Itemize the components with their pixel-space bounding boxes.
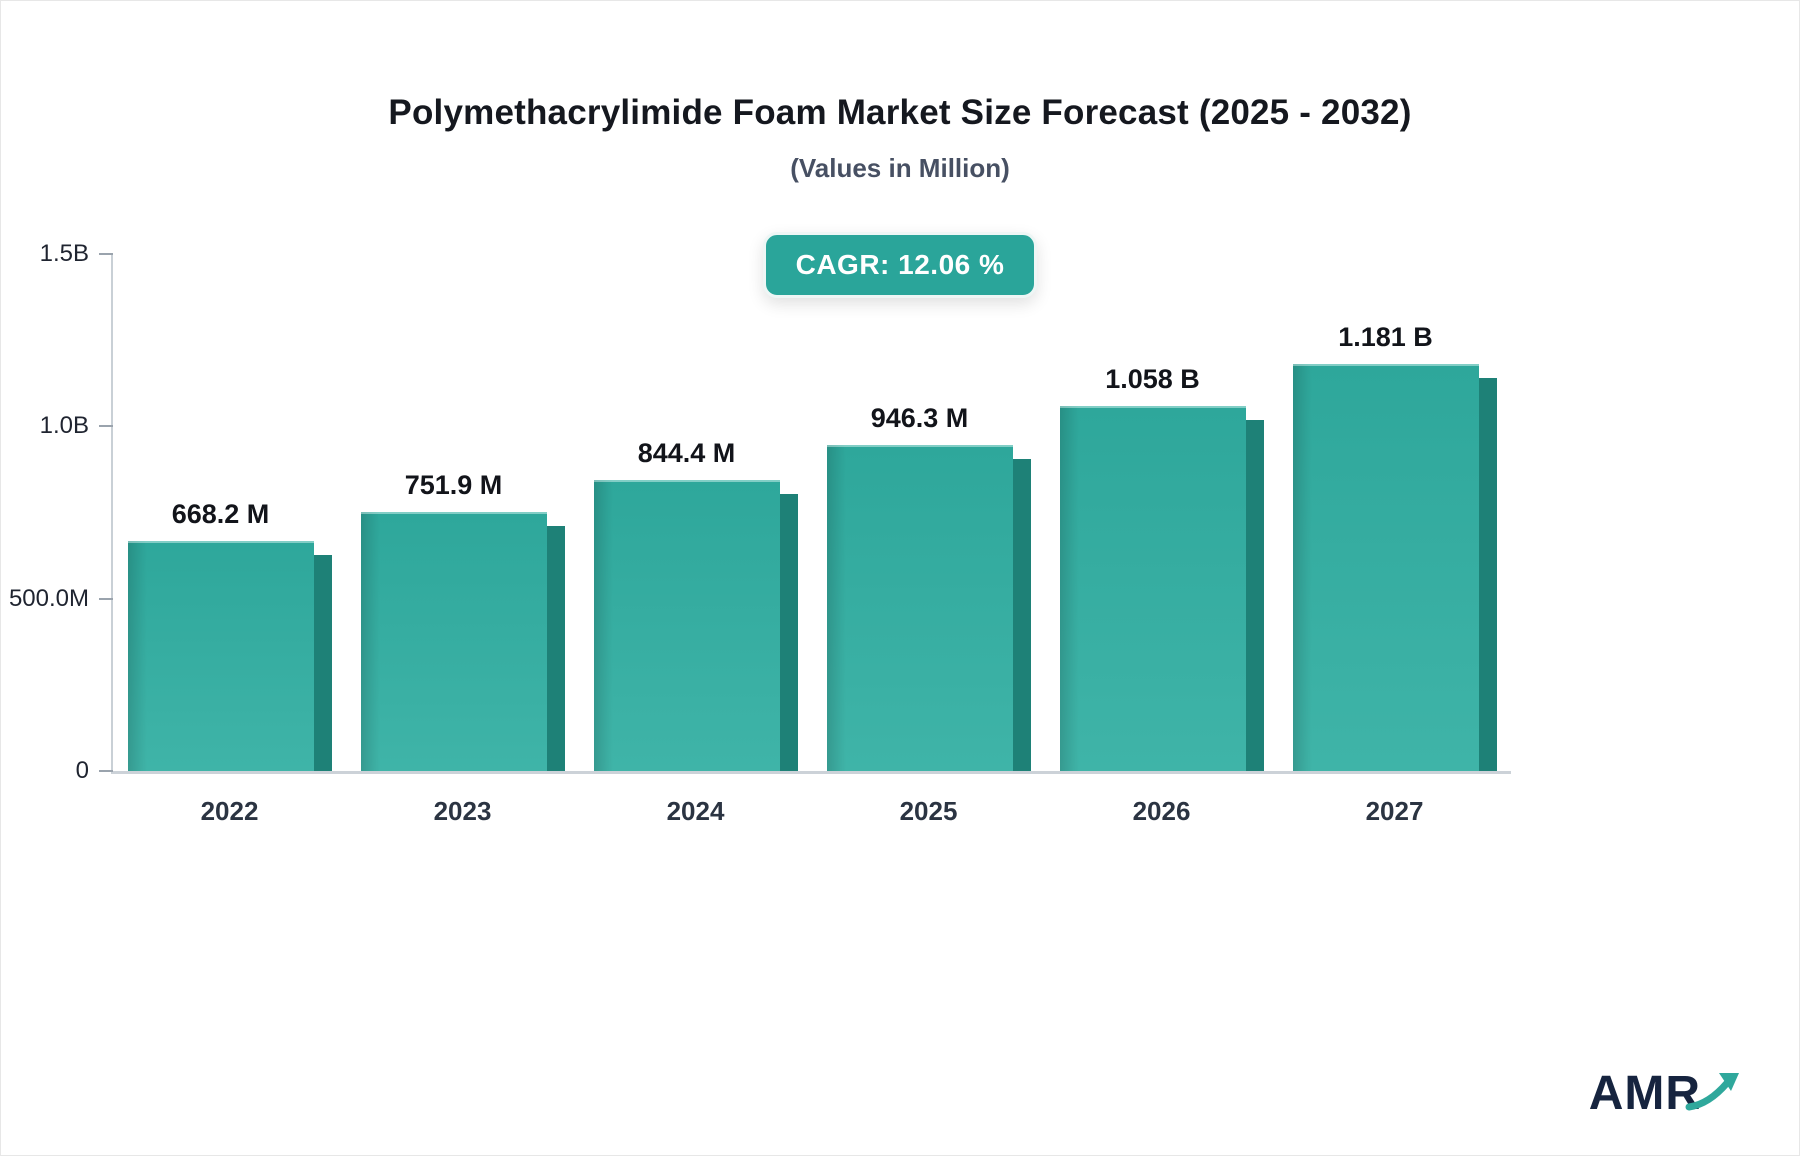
bar-2026: 1.058 B (1059, 364, 1264, 771)
bar-2027: 1.181 B (1292, 322, 1497, 771)
y-axis-tick-mark (99, 770, 113, 772)
y-axis-tick: 0 (76, 757, 113, 785)
y-axis-tick-mark (99, 425, 113, 428)
bar-value-label: 668.2 M (171, 498, 270, 529)
bar-side-shadow (779, 493, 798, 771)
x-axis-label-2022: 2022 (200, 796, 259, 826)
y-axis-tick-label: 1.5B (39, 240, 89, 267)
chart-title: Polymethacrylimide Foam Market Size Fore… (388, 93, 1412, 132)
bar-side-shadow (546, 525, 565, 771)
bar-side-shadow (1478, 377, 1497, 771)
y-axis-tick: 1.0B (40, 412, 113, 440)
bar-group-2022: 668.2 M 2022 (113, 254, 346, 826)
bar-value-label: 1.181 B (1338, 321, 1433, 352)
bar-value-label: 946.3 M (870, 402, 969, 433)
bar-side-shadow (1245, 420, 1264, 771)
bar-2024: 844.4 M (593, 438, 798, 771)
bar-2025: 946.3 M (826, 403, 1031, 771)
bar-side-shadow (313, 554, 332, 771)
y-axis-tick: 1.5B (40, 240, 113, 268)
y-axis-tick-label: 1.0B (39, 412, 89, 440)
y-axis-tick-label: 0 (75, 757, 89, 784)
cagr-badge: CAGR: 12.06 % (762, 232, 1038, 298)
x-axis-label-2025: 2025 (899, 796, 958, 826)
x-axis-label-2024: 2024 (666, 796, 725, 826)
x-axis-label-2026: 2026 (1132, 796, 1191, 826)
x-axis-label-2027: 2027 (1365, 796, 1424, 826)
bar-side-shadow (1012, 458, 1031, 771)
bar-group-2026: 1.058 B 2026 (1045, 254, 1278, 826)
chart-subtitle: (Values in Million) (790, 153, 1010, 183)
bar-group-2025: 946.3 M 2025 (812, 254, 1045, 826)
y-axis-tick-label: 500.0M (8, 584, 89, 612)
y-axis-tick-mark (99, 597, 113, 600)
bar-value-label: 844.4 M (637, 437, 736, 468)
bar-value-label: 1.058 B (1105, 364, 1200, 395)
x-axis-label-2023: 2023 (433, 796, 492, 826)
bar-2022: 668.2 M (127, 499, 332, 771)
bar-group-2027: 1.181 B 2027 (1278, 254, 1511, 826)
bar-group-2023: 751.9 M 2023 (346, 254, 579, 826)
bar-chart-plot-area: 0 500.0M 1.0B 1.5B 668.2 M 2022 751.9 M 2023 844… (9, 240, 1511, 826)
y-axis-tick: 500.0M (9, 585, 113, 613)
logo-arrow-icon (1685, 1072, 1739, 1110)
bar-2023: 751.9 M (360, 470, 565, 771)
y-axis-tick-mark (99, 253, 113, 255)
bar-value-label: 751.9 M (404, 469, 503, 500)
bar-group-2024: 844.4 M 2024 (579, 254, 812, 826)
amr-logo: AMR (1589, 1066, 1743, 1121)
logo-text: AMR (1588, 1067, 1701, 1120)
